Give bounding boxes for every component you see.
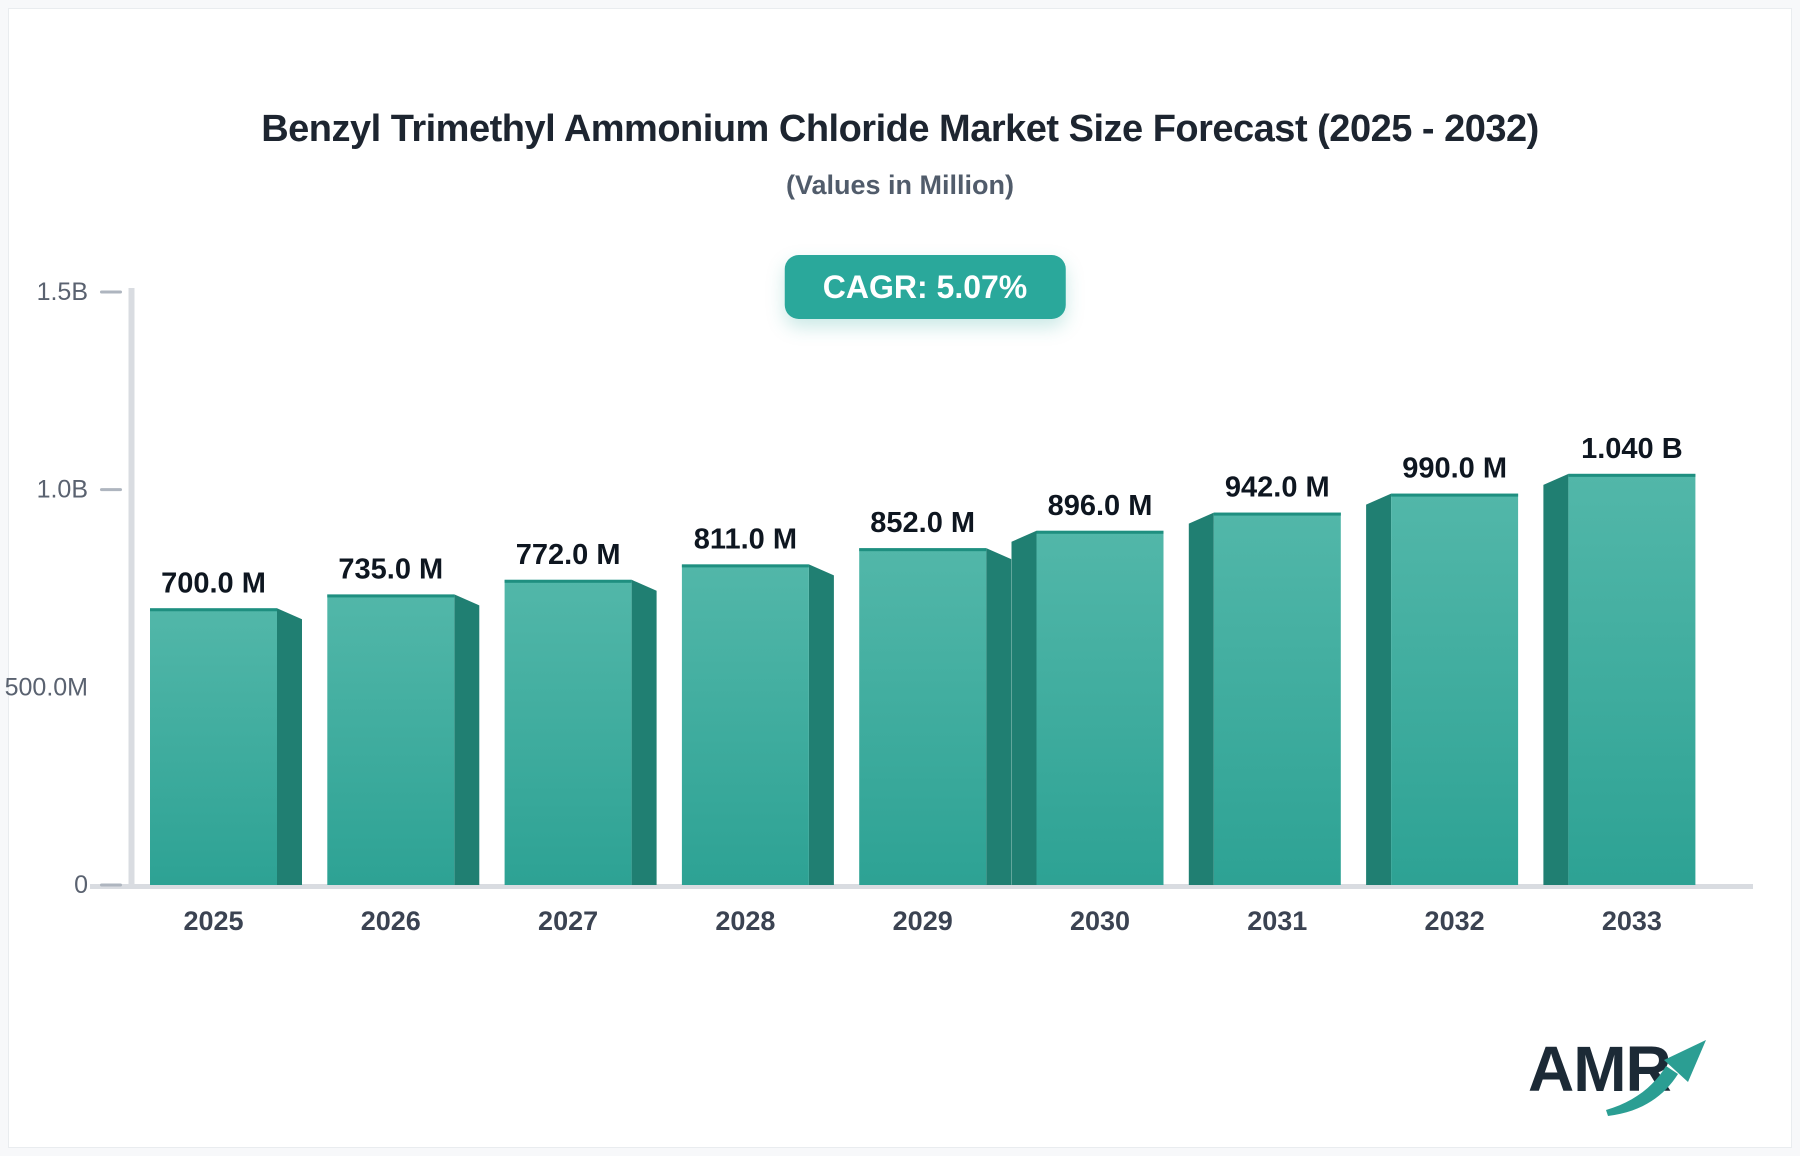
bar-2027[interactable] xyxy=(504,579,632,885)
bar-2031[interactable] xyxy=(1213,512,1341,885)
y-tick-label-1.5B: 1.5B xyxy=(37,278,88,306)
bar-top-edge-2030 xyxy=(1036,530,1164,534)
y-tick-1.0B xyxy=(100,488,122,492)
y-tick-label-500.0M: 500.0M xyxy=(5,673,88,701)
x-axis-label-2029: 2029 xyxy=(893,906,953,936)
x-axis-line xyxy=(90,884,1753,889)
bar-value-label-2028: 811.0 M xyxy=(694,523,797,555)
y-tick-1.5B xyxy=(100,290,122,294)
bar-value-label-2033: 1.040 B xyxy=(1581,433,1683,465)
bar-top-edge-2028 xyxy=(681,564,809,568)
bar-value-label-2032: 990.0 M xyxy=(1402,453,1507,485)
bar-top-edge-2033 xyxy=(1568,473,1696,477)
x-axis-label-2031: 2031 xyxy=(1247,906,1307,936)
bar-side-2029 xyxy=(986,548,1012,885)
bar-2026[interactable] xyxy=(327,594,455,885)
bar-side-2030 xyxy=(1011,530,1037,885)
bar-value-label-2027: 772.0 M xyxy=(516,539,621,571)
amr-logo: AMR xyxy=(1528,1032,1718,1122)
x-axis-label-2026: 2026 xyxy=(361,906,421,936)
bar-2032[interactable] xyxy=(1391,493,1519,885)
x-axis-label-2027: 2027 xyxy=(538,906,598,936)
cagr-badge: CAGR: 5.07% xyxy=(784,255,1066,319)
bar-top-edge-2027 xyxy=(504,579,632,583)
bar-2030[interactable] xyxy=(1036,530,1164,885)
bar-value-label-2031: 942.0 M xyxy=(1225,472,1330,504)
bar-side-2028 xyxy=(808,564,834,885)
chart-title: Benzyl Trimethyl Ammonium Chloride Marke… xyxy=(261,108,1539,150)
bar-value-label-2026: 735.0 M xyxy=(338,553,443,585)
chart-subtitle: (Values in Million) xyxy=(785,170,1015,200)
bar-top-edge-2029 xyxy=(859,548,987,552)
bar-side-2025 xyxy=(277,608,302,885)
bar-side-2032 xyxy=(1366,493,1392,885)
x-axis-label-2032: 2032 xyxy=(1425,906,1485,936)
bar-side-2026 xyxy=(454,594,480,885)
bar-2025[interactable] xyxy=(150,608,277,885)
y-tick-0 xyxy=(100,883,122,887)
x-axis-label-2025: 2025 xyxy=(183,906,243,936)
bar-top-edge-2026 xyxy=(327,594,455,598)
x-axis-label-2030: 2030 xyxy=(1070,906,1130,936)
bar-side-2027 xyxy=(631,579,657,885)
bar-top-edge-2025 xyxy=(150,608,277,612)
bar-2028[interactable] xyxy=(681,564,809,885)
bar-value-label-2029: 852.0 M xyxy=(870,507,975,539)
y-tick-label-0: 0 xyxy=(74,871,88,899)
growth-arrow-icon xyxy=(1606,1040,1706,1116)
y-tick-label-1.0B: 1.0B xyxy=(37,476,88,504)
bar-top-edge-2032 xyxy=(1391,493,1519,497)
bar-2029[interactable] xyxy=(859,548,987,885)
bar-side-2031 xyxy=(1188,512,1214,885)
x-axis-label-2033: 2033 xyxy=(1602,906,1662,936)
bar-value-label-2030: 896.0 M xyxy=(1048,490,1153,522)
x-axis-label-2028: 2028 xyxy=(715,906,775,936)
bar-value-label-2025: 700.0 M xyxy=(161,567,266,599)
bar-top-edge-2031 xyxy=(1213,512,1341,516)
bar-side-2033 xyxy=(1543,473,1569,885)
bar-2033[interactable] xyxy=(1568,473,1696,885)
y-axis-line xyxy=(128,288,135,889)
